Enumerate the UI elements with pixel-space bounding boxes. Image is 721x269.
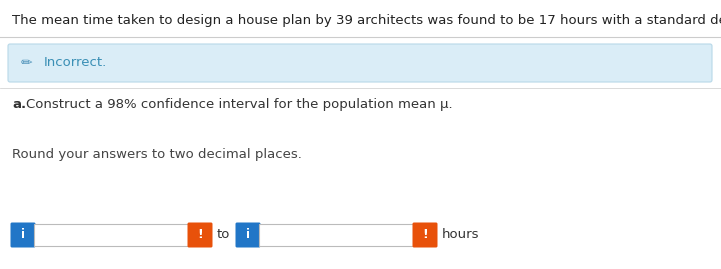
Text: a.: a.: [12, 98, 26, 111]
Text: The mean time taken to design a house plan by 39 architects was found to be 17 h: The mean time taken to design a house pl…: [12, 14, 721, 27]
FancyBboxPatch shape: [236, 222, 260, 247]
FancyBboxPatch shape: [412, 222, 438, 247]
Text: Construct a 98% confidence interval for the population mean μ.: Construct a 98% confidence interval for …: [26, 98, 453, 111]
Text: hours: hours: [442, 228, 479, 242]
FancyBboxPatch shape: [11, 222, 35, 247]
FancyBboxPatch shape: [8, 44, 712, 82]
Text: Round your answers to two decimal places.: Round your answers to two decimal places…: [12, 148, 302, 161]
Bar: [259, 224, 414, 246]
FancyBboxPatch shape: [187, 222, 213, 247]
Text: !: !: [197, 228, 203, 242]
Text: ✏: ✏: [20, 56, 32, 70]
Text: i: i: [246, 228, 250, 242]
Text: to: to: [217, 228, 231, 242]
Text: Incorrect.: Incorrect.: [44, 56, 107, 69]
Bar: [34, 224, 189, 246]
Text: i: i: [21, 228, 25, 242]
Text: !: !: [422, 228, 428, 242]
